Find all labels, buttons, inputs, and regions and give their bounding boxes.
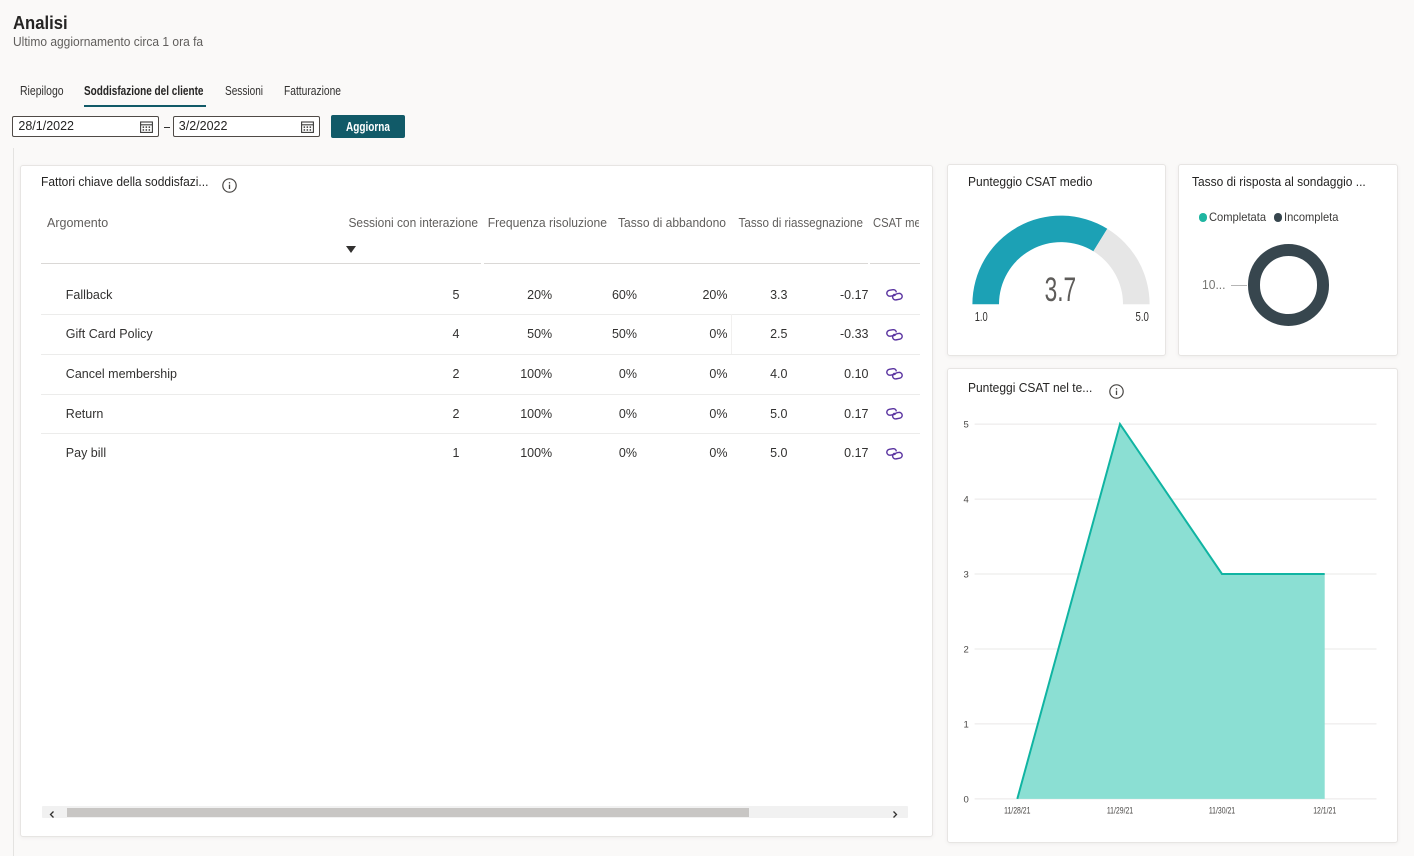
- svg-text:12/1/21: 12/1/21: [1313, 806, 1336, 817]
- svg-text:3.7: 3.7: [1045, 271, 1077, 309]
- svg-text:1.0: 1.0: [975, 310, 988, 324]
- svg-text:11/29/21: 11/29/21: [1107, 806, 1133, 817]
- svg-text:3: 3: [964, 569, 969, 580]
- svg-text:5: 5: [964, 420, 969, 431]
- svg-text:0: 0: [964, 794, 969, 805]
- svg-text:2: 2: [964, 644, 969, 655]
- svg-text:4: 4: [964, 495, 969, 506]
- svg-text:11/30/21: 11/30/21: [1209, 806, 1235, 817]
- svg-text:5.0: 5.0: [1136, 310, 1149, 324]
- svg-text:11/28/21: 11/28/21: [1004, 806, 1030, 817]
- svg-text:1: 1: [964, 719, 969, 730]
